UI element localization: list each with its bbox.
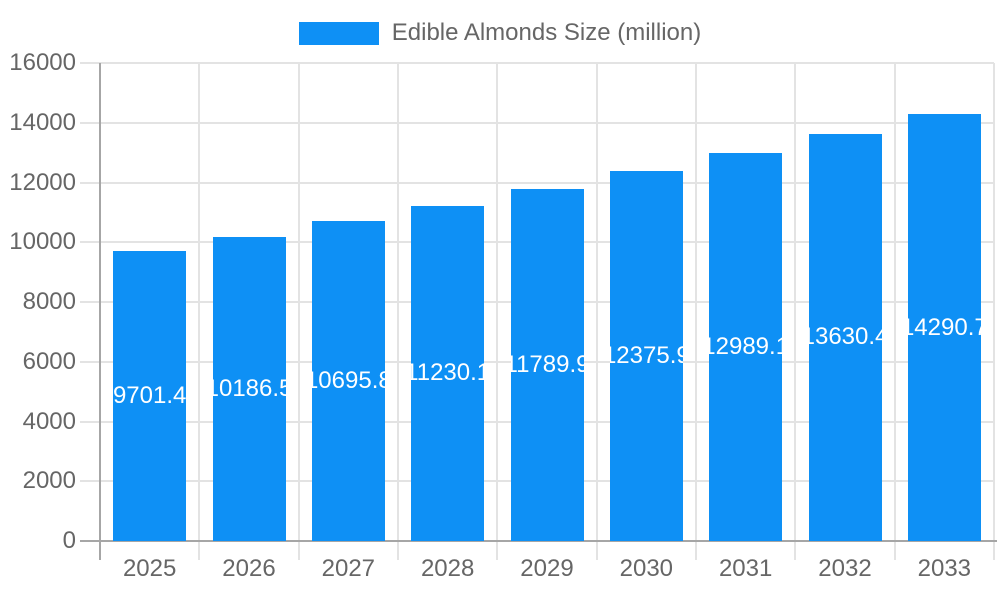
gridline-vertical	[496, 63, 499, 560]
bar-2032[interactable]: 13630.4	[808, 133, 882, 541]
legend-label: Edible Almonds Size (million)	[391, 19, 702, 46]
x-tick-label: 2033	[917, 555, 972, 582]
bar-value-label: 13630.4	[809, 323, 882, 351]
gridline-horizontal	[80, 62, 994, 64]
gridline-vertical	[595, 63, 598, 560]
bar-value-label: 14290.7	[908, 313, 981, 341]
bar-value-label: 9701.4	[113, 382, 187, 410]
gridline-vertical	[198, 63, 201, 560]
bar-2025[interactable]: 9701.4	[113, 251, 187, 541]
gridline-vertical	[993, 63, 995, 560]
y-tick-label: 8000	[22, 288, 76, 315]
legend[interactable]: Edible Almonds Size (million)	[0, 19, 1000, 47]
legend-swatch[interactable]	[298, 21, 379, 45]
y-axis-line	[99, 63, 101, 560]
gridline-horizontal	[80, 121, 994, 124]
bar-value-label: 12989.1	[709, 332, 782, 360]
y-tick-label: 0	[62, 527, 76, 554]
bar-2028[interactable]: 11230.1	[411, 205, 485, 541]
gridline-vertical	[794, 63, 797, 560]
gridline-vertical	[297, 63, 300, 560]
x-axis-line	[80, 540, 997, 542]
bar-2030[interactable]: 12375.9	[609, 171, 683, 541]
y-tick-label: 6000	[22, 347, 76, 375]
bar-value-label: 11230.1	[411, 359, 485, 387]
gridline-vertical	[695, 63, 697, 560]
x-tick-label: 2025	[122, 555, 177, 582]
x-tick-label: 2030	[619, 555, 674, 582]
bar-value-label: 10695.8	[312, 367, 385, 395]
x-tick-label: 2032	[818, 555, 872, 582]
y-tick-label: 10000	[9, 228, 76, 256]
gridline-vertical	[893, 63, 896, 560]
y-tick-label: 14000	[9, 108, 76, 136]
x-tick-label: 2031	[718, 555, 773, 582]
x-tick-label: 2027	[321, 555, 376, 582]
y-tick-label: 16000	[9, 49, 76, 76]
x-tick-label: 2029	[520, 555, 574, 582]
bar-2027[interactable]: 10695.8	[311, 221, 385, 541]
y-tick-label: 2000	[22, 467, 76, 495]
y-tick-label: 4000	[22, 407, 76, 435]
bar-value-label: 10186.5	[213, 374, 286, 402]
bar-2026[interactable]: 10186.5	[212, 236, 286, 541]
gridline-horizontal	[80, 181, 994, 184]
bar-value-label: 12375.9	[610, 342, 683, 370]
x-tick-label: 2026	[222, 555, 276, 582]
y-tick-label: 12000	[9, 168, 76, 196]
bar-2031[interactable]: 12989.1	[709, 152, 783, 541]
x-tick-label: 2028	[420, 555, 475, 582]
bar-2033[interactable]: 14290.7	[907, 114, 981, 541]
gridline-vertical	[397, 63, 399, 560]
